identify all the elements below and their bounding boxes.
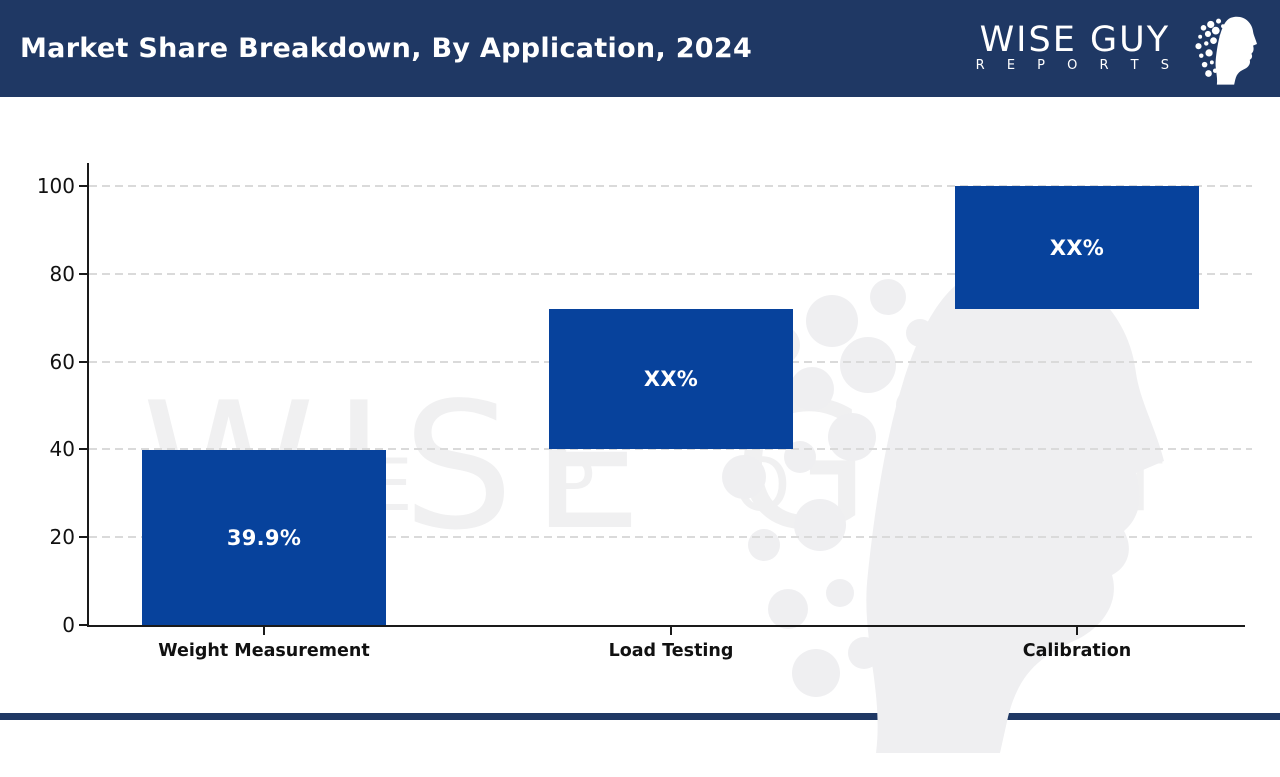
x-tick-mark-weight-measurement xyxy=(263,627,265,635)
page-title: Market Share Breakdown, By Application, … xyxy=(20,33,753,64)
bar-value-label-calibration: XX% xyxy=(1049,235,1105,260)
y-tick-label-20: 20 xyxy=(49,525,75,549)
brand-logo: WISE GUY R E P O R T S xyxy=(972,0,1262,97)
y-tick-mark-60 xyxy=(79,361,87,363)
bar-calibration: XX% xyxy=(955,186,1199,309)
brand-reports-text: R E P O R T S xyxy=(975,58,1178,74)
x-category-label-load-testing: Load Testing xyxy=(608,641,734,661)
brand-logo-text: WISE GUY R E P O R T S xyxy=(972,19,1178,76)
bar-value-label-load-testing: XX% xyxy=(643,367,699,391)
x-axis-line xyxy=(87,625,1245,627)
y-tick-mark-20 xyxy=(79,536,87,538)
y-axis-line xyxy=(87,163,89,627)
x-tick-mark-load-testing xyxy=(670,627,672,635)
chart-area: 0 20 40 60 80 100 39.9% Weight Measurement XX% Lo… xyxy=(36,163,1252,661)
y-tick-mark-80 xyxy=(79,273,87,275)
footer-bar xyxy=(0,713,1280,720)
y-tick-mark-0 xyxy=(79,624,87,626)
gridline-20 xyxy=(89,536,1252,538)
gridline-40 xyxy=(89,448,1252,450)
wiseguy-dotted-head-watermark-icon xyxy=(722,265,1164,753)
y-tick-label-0: 0 xyxy=(62,613,75,637)
y-tick-mark-40 xyxy=(79,448,87,450)
x-tick-mark-calibration xyxy=(1076,627,1078,635)
gridline-100 xyxy=(89,185,1252,187)
header-bar: Market Share Breakdown, By Application, … xyxy=(0,0,1280,97)
y-tick-label-80: 80 xyxy=(49,262,75,286)
y-tick-mark-100 xyxy=(79,185,87,187)
y-tick-label-60: 60 xyxy=(49,350,75,374)
x-category-label-calibration: Calibration xyxy=(1022,641,1132,661)
brand-wiseguy-text: WISE GUY xyxy=(979,19,1171,60)
bar-value-label-weight-measurement: 39.9% xyxy=(226,525,302,550)
y-tick-label-100: 100 xyxy=(36,174,75,198)
wiseguy-dotted-head-icon xyxy=(1195,16,1257,85)
gridline-80 xyxy=(89,273,1252,275)
bar-load-testing: XX% xyxy=(549,309,793,449)
bar-weight-measurement: 39.9% xyxy=(142,450,386,625)
y-tick-label-40: 40 xyxy=(49,437,75,461)
x-category-label-weight-measurement: Weight Measurement xyxy=(158,641,370,661)
